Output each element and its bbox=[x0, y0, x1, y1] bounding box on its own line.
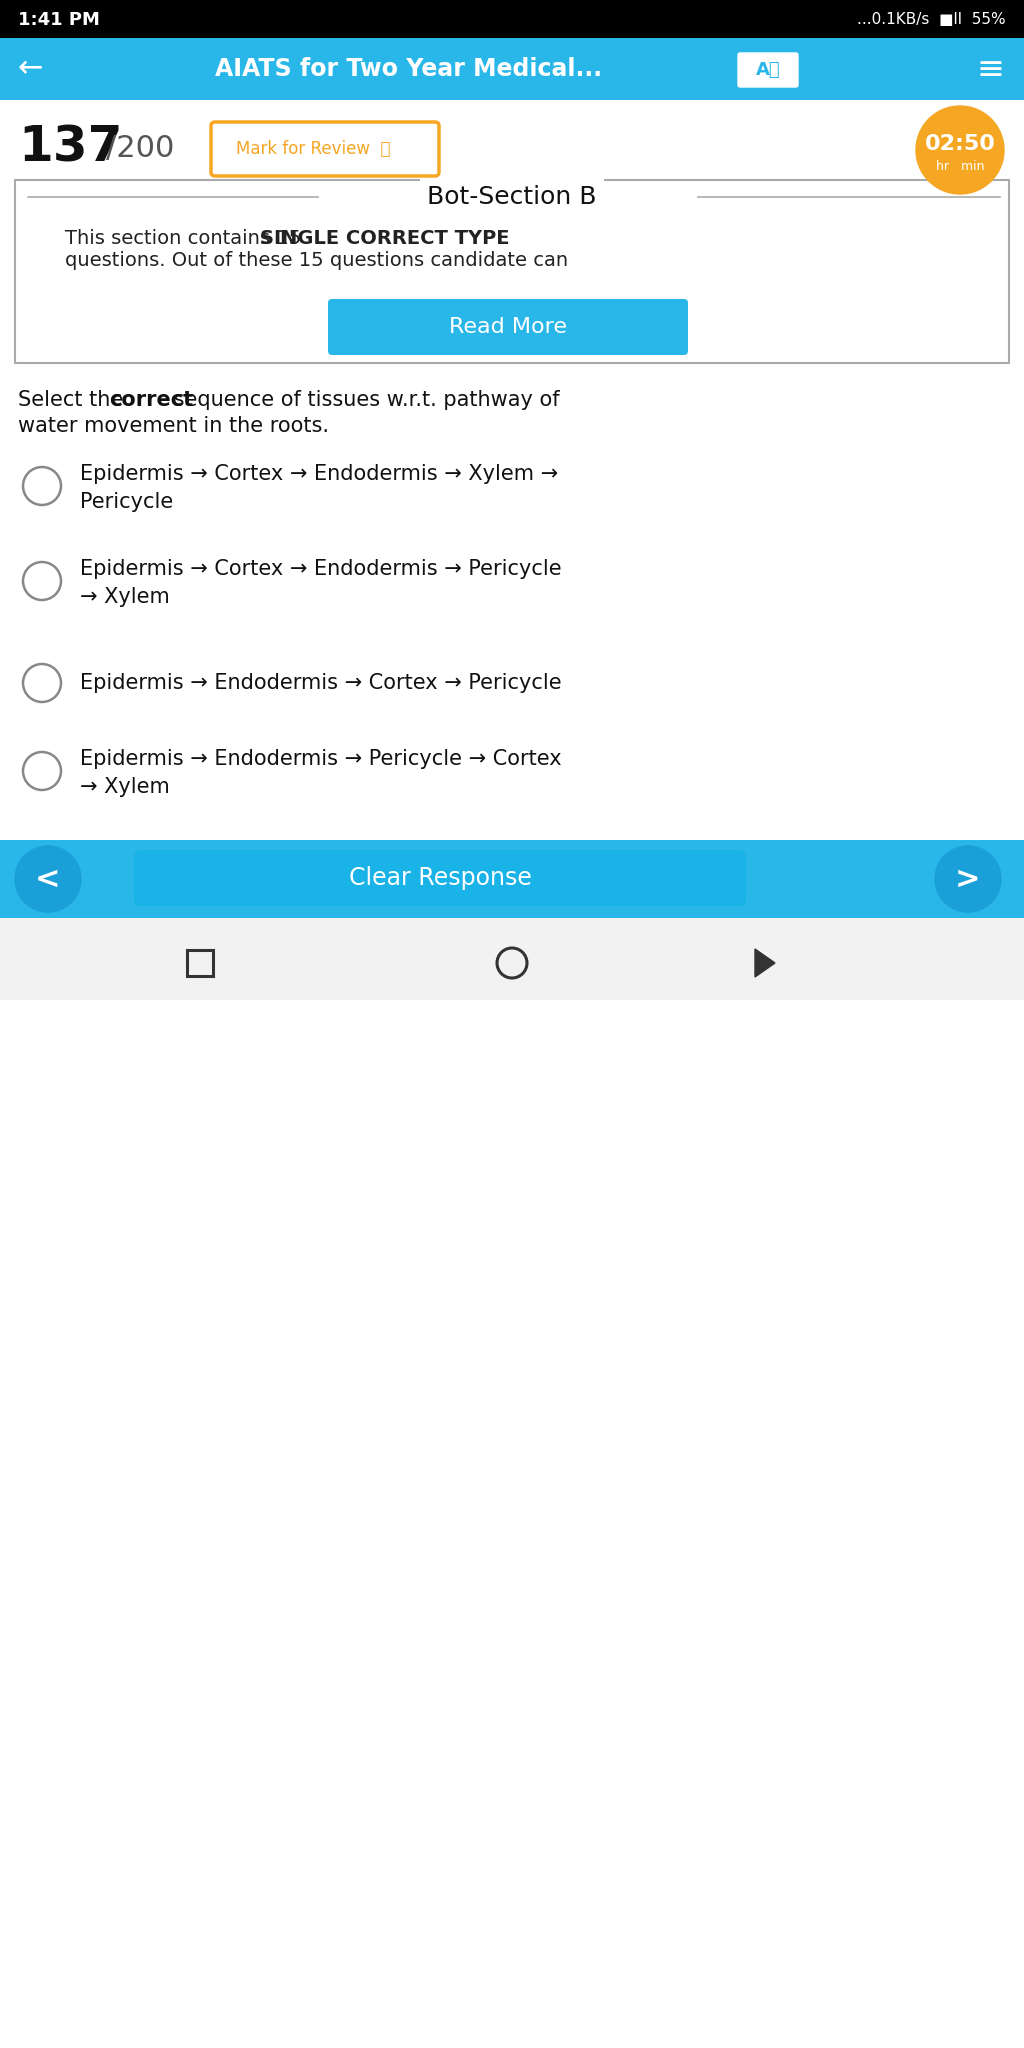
Text: Clear Response: Clear Response bbox=[348, 866, 531, 891]
Text: ←: ← bbox=[17, 55, 43, 84]
FancyBboxPatch shape bbox=[134, 850, 746, 905]
FancyBboxPatch shape bbox=[15, 180, 1009, 362]
Text: SINGLE CORRECT TYPE: SINGLE CORRECT TYPE bbox=[260, 229, 510, 248]
Text: AIATS for Two Year Medical...: AIATS for Two Year Medical... bbox=[215, 57, 602, 82]
Text: This section contains 15: This section contains 15 bbox=[65, 229, 307, 248]
Text: Mark for Review  🚩: Mark for Review 🚩 bbox=[236, 139, 390, 158]
Text: Epidermis → Cortex → Endodermis → Pericycle: Epidermis → Cortex → Endodermis → Pericy… bbox=[80, 559, 561, 580]
Text: <: < bbox=[35, 864, 60, 893]
Text: Pericycle: Pericycle bbox=[80, 492, 173, 512]
Circle shape bbox=[916, 106, 1004, 195]
Circle shape bbox=[15, 846, 81, 911]
Text: >: > bbox=[955, 864, 981, 893]
Text: /200: /200 bbox=[106, 133, 174, 162]
Text: Read More: Read More bbox=[449, 317, 567, 338]
Circle shape bbox=[935, 846, 1001, 911]
Text: Epidermis → Cortex → Endodermis → Xylem →: Epidermis → Cortex → Endodermis → Xylem … bbox=[80, 465, 558, 483]
Text: Bot-Section B: Bot-Section B bbox=[427, 184, 597, 209]
FancyBboxPatch shape bbox=[0, 840, 1024, 918]
Text: hr   min: hr min bbox=[936, 160, 984, 172]
Text: 02:50: 02:50 bbox=[925, 133, 995, 154]
FancyBboxPatch shape bbox=[0, 0, 1024, 41]
Text: A文: A文 bbox=[756, 61, 780, 80]
Text: ≡: ≡ bbox=[976, 53, 1004, 86]
FancyBboxPatch shape bbox=[211, 123, 439, 176]
Text: → Xylem: → Xylem bbox=[80, 588, 170, 606]
Text: sequence of tissues w.r.t. pathway of: sequence of tissues w.r.t. pathway of bbox=[167, 389, 560, 410]
Text: → Xylem: → Xylem bbox=[80, 776, 170, 797]
FancyBboxPatch shape bbox=[738, 53, 798, 86]
FancyBboxPatch shape bbox=[0, 100, 1024, 928]
FancyBboxPatch shape bbox=[0, 918, 1024, 999]
Text: ...0.1KB/s  ■ll  55%: ...0.1KB/s ■ll 55% bbox=[857, 12, 1006, 27]
Text: water movement in the roots.: water movement in the roots. bbox=[18, 416, 329, 436]
Text: 137: 137 bbox=[18, 125, 123, 172]
Polygon shape bbox=[755, 948, 775, 977]
Text: questions. Out of these 15 questions candidate can: questions. Out of these 15 questions can… bbox=[65, 252, 568, 270]
Text: Epidermis → Endodermis → Pericycle → Cortex: Epidermis → Endodermis → Pericycle → Cor… bbox=[80, 750, 561, 768]
Text: Epidermis → Endodermis → Cortex → Pericycle: Epidermis → Endodermis → Cortex → Pericy… bbox=[80, 674, 561, 692]
FancyBboxPatch shape bbox=[0, 39, 1024, 100]
Text: Select the: Select the bbox=[18, 389, 130, 410]
Text: correct: correct bbox=[110, 389, 194, 410]
Text: 1:41 PM: 1:41 PM bbox=[18, 10, 100, 29]
FancyBboxPatch shape bbox=[328, 299, 688, 354]
